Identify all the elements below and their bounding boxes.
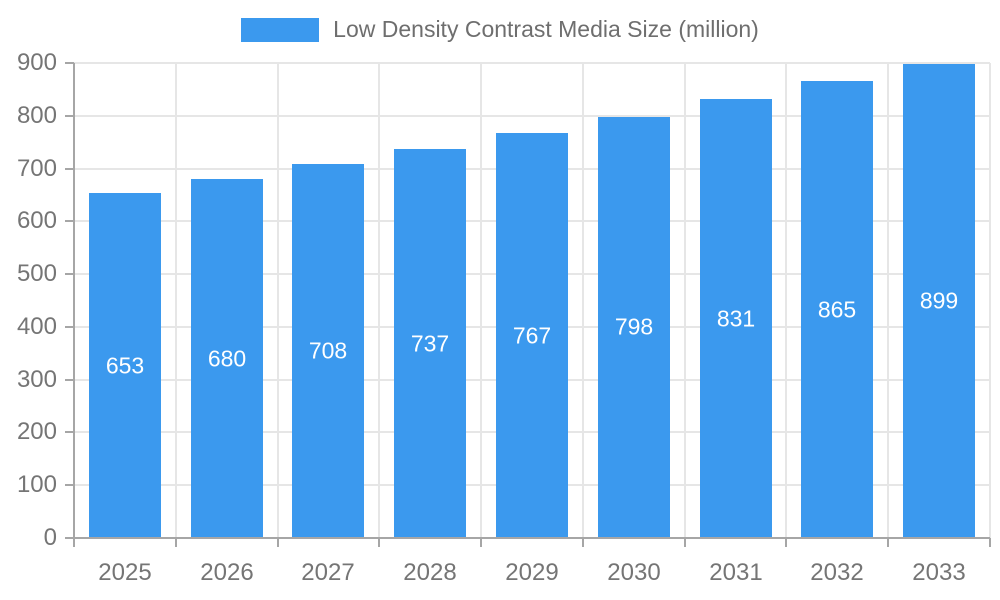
x-tick (684, 538, 686, 547)
v-gridline (277, 63, 279, 538)
x-tick-label: 2033 (912, 559, 966, 586)
y-tick-label: 800 (16, 102, 57, 129)
x-tick-label: 2025 (98, 559, 152, 586)
x-tick-label: 2028 (403, 559, 457, 586)
legend[interactable]: Low Density Contrast Media Size (million… (0, 16, 1000, 43)
bar[interactable] (292, 164, 364, 537)
x-tick (175, 538, 177, 547)
x-tick-label: 2032 (810, 559, 864, 586)
y-tick (65, 168, 74, 170)
y-tick (65, 220, 74, 222)
y-tick (65, 115, 74, 117)
legend-label: Low Density Contrast Media Size (million… (333, 16, 759, 42)
bar[interactable] (903, 64, 975, 537)
y-tick-label: 400 (16, 313, 57, 340)
h-gridline (74, 115, 990, 117)
bar[interactable] (191, 179, 263, 537)
bar[interactable] (801, 81, 873, 537)
y-tick-label: 600 (16, 207, 57, 234)
bar[interactable] (394, 149, 466, 537)
y-tick-label: 100 (16, 471, 57, 498)
v-gridline (582, 63, 584, 538)
y-tick (65, 431, 74, 433)
bar[interactable] (700, 99, 772, 537)
y-tick (65, 326, 74, 328)
bar[interactable] (598, 117, 670, 537)
v-gridline (684, 63, 686, 538)
bar[interactable] (89, 193, 161, 537)
y-tick-label: 500 (16, 260, 57, 287)
x-tick-label: 2029 (505, 559, 559, 586)
y-tick (65, 537, 74, 539)
y-tick-label: 300 (16, 366, 57, 393)
v-gridline (989, 63, 991, 538)
y-tick (65, 379, 74, 381)
x-tick-label: 2030 (607, 559, 661, 586)
x-tick (378, 538, 380, 547)
bar[interactable] (496, 133, 568, 537)
x-tick-label: 2027 (301, 559, 355, 586)
y-tick-label: 700 (16, 155, 57, 182)
x-tick (887, 538, 889, 547)
x-tick (785, 538, 787, 547)
x-tick-label: 2031 (709, 559, 763, 586)
y-tick (65, 62, 74, 64)
x-tick (989, 538, 991, 547)
y-tick-label: 0 (43, 524, 57, 551)
y-tick-label: 900 (16, 49, 57, 76)
v-gridline (887, 63, 889, 538)
v-gridline (378, 63, 380, 538)
x-tick-label: 2026 (200, 559, 254, 586)
y-tick-label: 200 (16, 418, 57, 445)
x-tick (277, 538, 279, 547)
y-axis-line (73, 63, 75, 547)
h-gridline (74, 62, 990, 64)
y-tick (65, 484, 74, 486)
x-axis-line (73, 537, 990, 539)
legend-swatch-icon (241, 17, 320, 42)
v-gridline (785, 63, 787, 538)
x-tick (480, 538, 482, 547)
x-tick (582, 538, 584, 547)
v-gridline (480, 63, 482, 538)
y-tick (65, 273, 74, 275)
v-gridline (175, 63, 177, 538)
